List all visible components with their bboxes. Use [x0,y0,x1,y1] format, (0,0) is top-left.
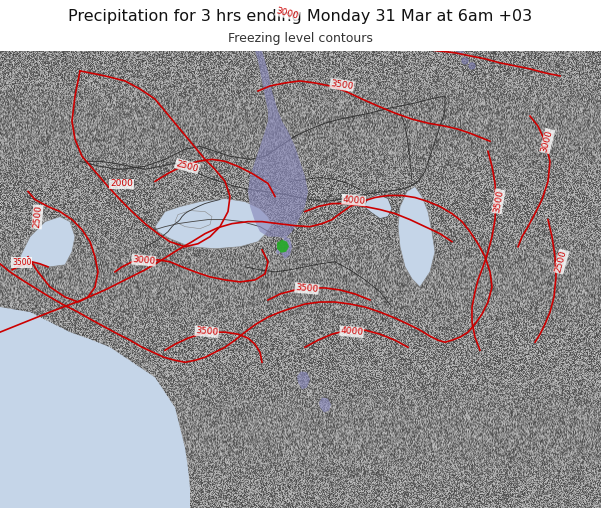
Text: Freezing level contours: Freezing level contours [228,31,373,45]
Text: 2000: 2000 [110,179,133,188]
Polygon shape [277,240,289,253]
Circle shape [457,48,463,54]
Polygon shape [248,51,308,239]
Text: 4000: 4000 [340,326,364,337]
Text: 3000: 3000 [540,129,555,153]
Text: 2500: 2500 [175,159,200,173]
Polygon shape [0,307,190,508]
Polygon shape [20,216,75,267]
Polygon shape [276,237,292,259]
Text: 3000: 3000 [275,6,299,21]
Text: 3500: 3500 [295,283,319,294]
Polygon shape [175,211,212,229]
Polygon shape [155,199,272,249]
Text: 2500: 2500 [554,249,569,274]
Text: 3500: 3500 [195,326,219,337]
Text: 3500: 3500 [12,258,31,267]
Text: 3000: 3000 [132,255,156,266]
Text: 3500: 3500 [330,79,354,91]
Text: Precipitation for 3 hrs ending Monday 31 Mar at 6am +03: Precipitation for 3 hrs ending Monday 31… [69,9,532,24]
Polygon shape [364,195,392,218]
Circle shape [469,63,475,69]
Polygon shape [398,186,435,287]
Polygon shape [297,371,310,390]
Polygon shape [319,397,331,412]
Text: 3500: 3500 [492,189,505,213]
Circle shape [462,58,468,64]
Text: 2500: 2500 [32,205,43,229]
Text: 4000: 4000 [342,195,365,206]
